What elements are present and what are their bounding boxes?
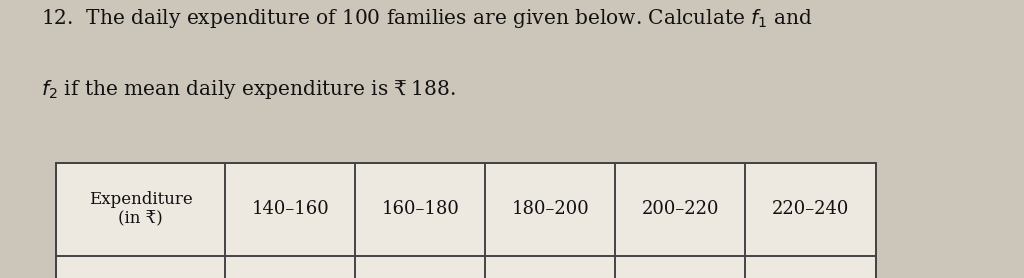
- FancyBboxPatch shape: [56, 163, 876, 278]
- Text: $f_2$ if the mean daily expenditure is ₹ 188.: $f_2$ if the mean daily expenditure is ₹…: [41, 78, 456, 101]
- Text: Expenditure
(in ₹): Expenditure (in ₹): [89, 191, 193, 227]
- Text: 180–200: 180–200: [512, 200, 589, 218]
- Text: 200–220: 200–220: [642, 200, 719, 218]
- Text: 160–180: 160–180: [381, 200, 460, 218]
- Text: 220–240: 220–240: [772, 200, 849, 218]
- Text: 140–160: 140–160: [252, 200, 329, 218]
- Text: 12.  The daily expenditure of 100 families are given below. Calculate $f_1$ and: 12. The daily expenditure of 100 familie…: [41, 7, 813, 30]
